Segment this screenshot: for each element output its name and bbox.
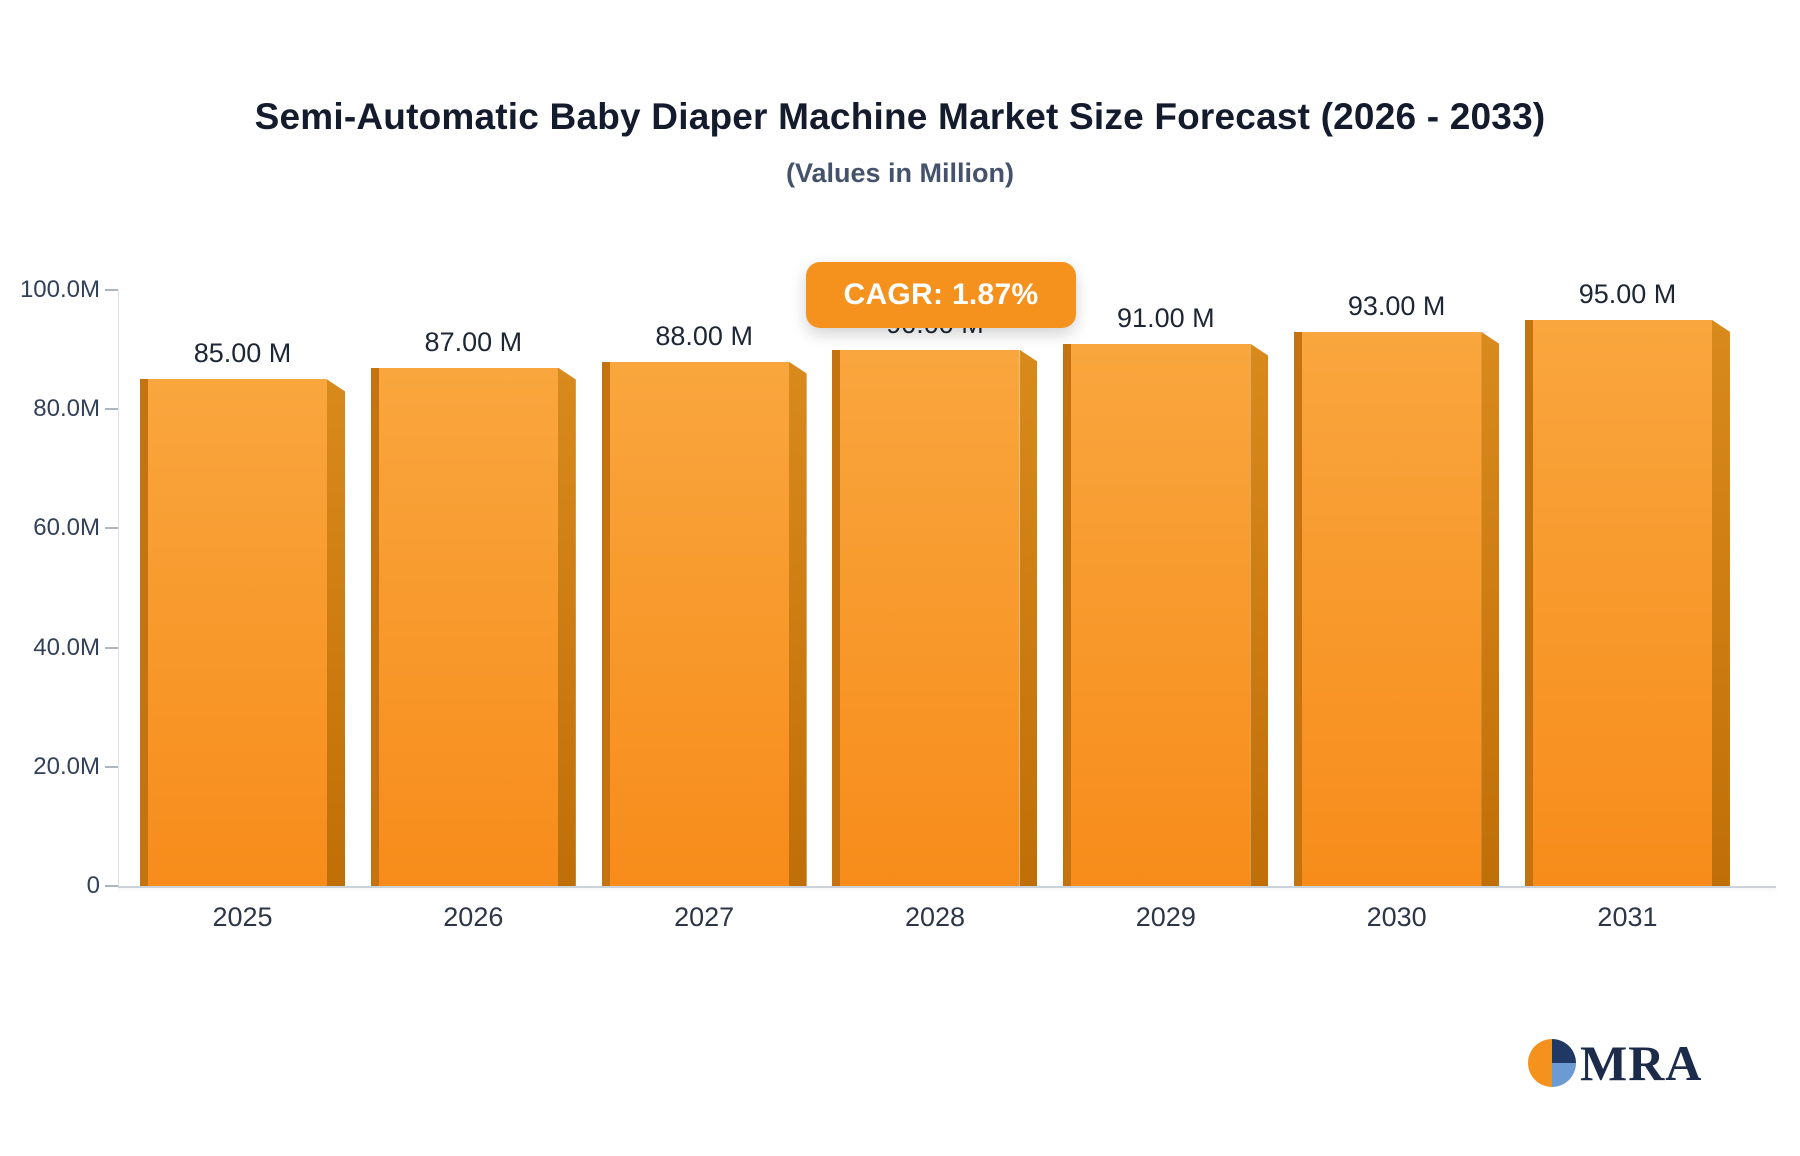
x-tick-label: 2029 [1135,902,1196,932]
y-tick-mark [105,408,118,411]
bar-column: 85.00 M [140,236,345,886]
y-tick-mark [105,885,118,887]
bar-front-face [370,367,558,886]
mra-pie-icon [1528,1039,1576,1087]
bar-value-label: 85.00 M [193,338,292,369]
bar-front-face [1294,331,1482,886]
cagr-label: CAGR: 1.87% [843,278,1039,311]
x-tick-label: 2027 [674,902,735,932]
bar-value-label: 91.00 M [1117,302,1215,333]
cagr-badge: CAGR: 1.87% [806,262,1076,328]
bar-value-label: 87.00 M [424,326,523,357]
x-tick-label: 2026 [443,902,504,932]
y-tick-label: 20.0M [33,752,100,780]
bar-value-label: 95.00 M [1578,278,1677,309]
y-tick-mark [105,527,118,530]
bar-column: 91.00 M [1063,236,1269,886]
y-tick-mark [105,289,118,291]
bar-value-label: 88.00 M [655,320,753,351]
x-axis-labels: 2025 2026 2027 2028 2029 2030 2031 [140,902,1730,933]
y-tick-label: 80.0M [33,395,100,423]
bar-front-face [140,379,327,886]
bar-side-face [788,361,807,886]
y-tick-label: 100.0M [19,276,100,303]
y-tick-label: 0 [86,872,100,899]
logo-text: MRA [1580,1035,1703,1091]
bar-front-face [1063,343,1251,886]
x-tick-label: 2025 [212,902,273,932]
bar [140,379,345,886]
y-tick-label: 60.0M [33,514,100,542]
bar-side-face [1250,343,1269,886]
y-axis-line [118,290,119,887]
bar-column: 88.00 M [601,236,807,886]
bar-column: 87.00 M [370,236,576,886]
bar-front-face [832,349,1020,886]
bar [1063,343,1269,886]
x-tick-label: 2031 [1597,902,1658,932]
brand-logo: MRA [1528,1030,1702,1096]
bar-front-face [1524,319,1712,886]
bar [1524,319,1730,886]
bar-column: 93.00 M [1294,236,1500,886]
bar-side-face [1481,331,1500,886]
bar-value-label: 93.00 M [1347,290,1446,321]
y-tick-mark [105,646,118,649]
y-tick-label: 40.0M [33,633,100,661]
bar-column: 90.00 M [832,236,1038,886]
chart-subtitle: (Values in Million) [785,158,1015,188]
x-tick-label: 2030 [1366,902,1427,932]
bar-side-face [1711,319,1730,886]
y-tick-mark [105,765,118,768]
bar-column: 95.00 M [1524,236,1730,886]
bar-front-face [601,361,789,886]
bar [370,367,576,886]
x-axis-line [118,886,1776,888]
bar-side-face [557,367,576,886]
x-tick-label: 2028 [904,902,966,932]
bar-side-face [327,379,345,886]
bars-container: 85.00 M 87.00 M 88.00 M 90.00 M 91.00 M 93.00… [140,236,1730,886]
bar [832,349,1038,886]
chart-title: Semi-Automatic Baby Diaper Machine Marke… [254,96,1546,137]
bar-side-face [1019,349,1038,886]
bar [601,361,807,886]
bar [1294,331,1500,886]
